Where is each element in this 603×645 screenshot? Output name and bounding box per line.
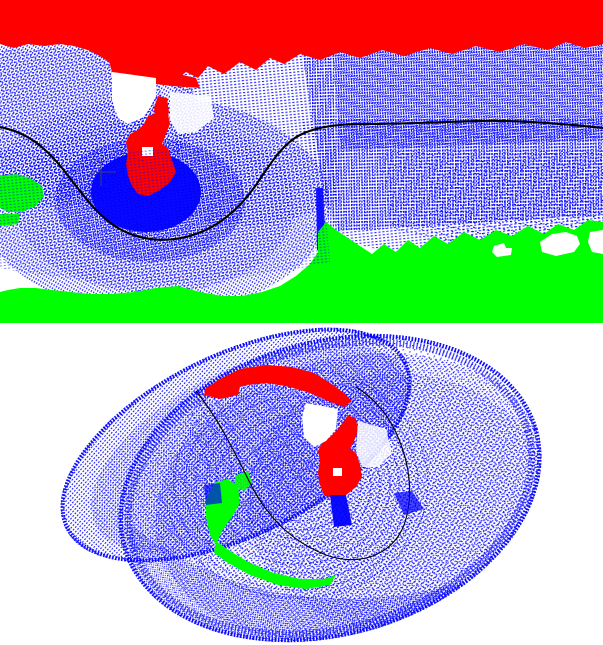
crosshair-marker [87, 158, 116, 186]
streamline-overlay [0, 150, 330, 283]
positive-polar-band [0, 0, 603, 80]
white-island-edge [588, 230, 603, 254]
globe-blob-hole [333, 468, 342, 476]
globe-zero-contour [195, 386, 411, 561]
map-panel [0, 0, 603, 323]
globe-white-corridor-2 [356, 421, 392, 467]
globe-positive-blob [318, 415, 362, 499]
zero-contour-line [0, 119, 603, 241]
globe-projection-svg [0, 325, 603, 645]
positive-blob-stalk [154, 96, 169, 124]
white-island-large [540, 232, 580, 256]
negative-region [0, 220, 603, 323]
globe-negative-tail [214, 541, 336, 589]
white-island-small [492, 243, 512, 257]
globe-white-corridor [302, 403, 338, 447]
globe-panel [0, 325, 603, 645]
globe-vortex-detail [204, 483, 424, 527]
globe-positive-band-tail [204, 383, 240, 399]
white-corridor [112, 72, 156, 124]
white-corridor-2 [170, 92, 214, 134]
globe-negative-fleck [234, 471, 252, 491]
map-projection-svg [0, 0, 603, 323]
globe-positive-band [206, 365, 352, 407]
positive-band-tongue [108, 58, 200, 88]
globe-positive-band-group [204, 365, 352, 407]
